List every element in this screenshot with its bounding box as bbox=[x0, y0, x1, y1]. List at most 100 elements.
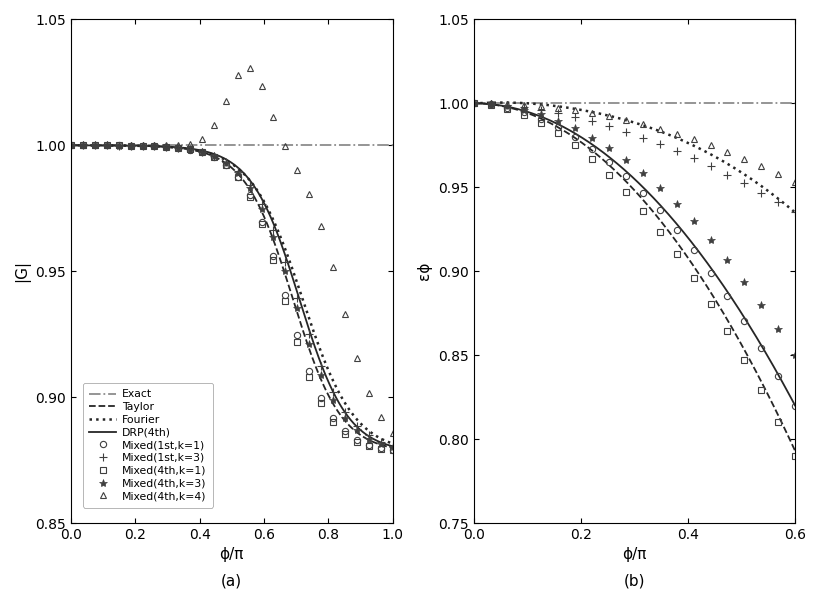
Mixed(4th,k=1) bbox=[269, 257, 278, 264]
Mixed(1st,k=3) bbox=[161, 144, 171, 151]
Mixed(1st,k=3) bbox=[256, 200, 266, 208]
Fourier bbox=[196, 148, 206, 155]
Mixed(1st,k=1) bbox=[244, 192, 254, 199]
Taylor bbox=[387, 444, 397, 451]
Exact bbox=[66, 142, 76, 149]
Fourier bbox=[99, 142, 109, 149]
Line: Mixed(1st,k=1): Mixed(1st,k=1) bbox=[68, 142, 396, 453]
Taylor bbox=[287, 292, 296, 299]
Exact bbox=[287, 142, 296, 149]
Mixed(4th,k=4) bbox=[114, 142, 124, 149]
Mixed(4th,k=1) bbox=[161, 143, 171, 150]
Mixed(4th,k=4) bbox=[316, 222, 326, 229]
Mixed(4th,k=3) bbox=[269, 233, 278, 240]
Mixed(4th,k=3) bbox=[280, 267, 290, 274]
Mixed(4th,k=1) bbox=[256, 221, 266, 228]
Mixed(4th,k=4) bbox=[197, 135, 206, 142]
Mixed(1st,k=3) bbox=[269, 227, 278, 234]
Mixed(4th,k=4) bbox=[102, 142, 111, 149]
Mixed(4th,k=3) bbox=[138, 142, 147, 150]
Exact bbox=[387, 142, 397, 149]
Mixed(4th,k=1) bbox=[125, 142, 135, 149]
Line: Mixed(4th,k=3): Mixed(4th,k=3) bbox=[67, 141, 396, 451]
X-axis label: ϕ/π: ϕ/π bbox=[219, 548, 244, 563]
Mixed(1st,k=3) bbox=[125, 142, 135, 150]
DRP(4th) bbox=[322, 376, 332, 383]
Mixed(1st,k=1) bbox=[102, 142, 111, 149]
Mixed(4th,k=4) bbox=[209, 122, 219, 129]
Taylor bbox=[316, 378, 326, 385]
Mixed(1st,k=1) bbox=[125, 142, 135, 149]
Taylor bbox=[99, 142, 109, 149]
Mixed(4th,k=4) bbox=[280, 143, 290, 150]
X-axis label: ϕ/π: ϕ/π bbox=[622, 548, 645, 563]
Mixed(1st,k=3) bbox=[220, 158, 230, 166]
Mixed(1st,k=1) bbox=[340, 428, 350, 435]
Mixed(1st,k=1) bbox=[364, 441, 373, 448]
Exact bbox=[99, 142, 109, 149]
Mixed(1st,k=3) bbox=[149, 143, 159, 150]
Fourier bbox=[66, 142, 76, 149]
Mixed(4th,k=4) bbox=[244, 64, 254, 71]
Mixed(4th,k=3) bbox=[340, 414, 350, 422]
Mixed(4th,k=4) bbox=[351, 355, 361, 362]
Mixed(1st,k=3) bbox=[233, 167, 242, 175]
Mixed(4th,k=4) bbox=[304, 190, 314, 197]
Mixed(4th,k=3) bbox=[304, 340, 314, 347]
Mixed(4th,k=4) bbox=[292, 166, 302, 173]
Mixed(1st,k=1) bbox=[66, 142, 76, 149]
Taylor bbox=[207, 152, 217, 160]
Mixed(1st,k=1) bbox=[114, 142, 124, 149]
DRP(4th) bbox=[387, 443, 397, 450]
Mixed(1st,k=3) bbox=[90, 142, 100, 149]
Mixed(1st,k=1) bbox=[173, 144, 183, 151]
Mixed(4th,k=3) bbox=[90, 142, 100, 149]
Mixed(4th,k=3) bbox=[351, 427, 361, 434]
Mixed(1st,k=3) bbox=[387, 442, 397, 449]
Taylor bbox=[322, 390, 332, 397]
Mixed(4th,k=1) bbox=[138, 142, 147, 150]
Mixed(1st,k=3) bbox=[197, 148, 206, 155]
Mixed(1st,k=1) bbox=[304, 367, 314, 374]
Mixed(1st,k=1) bbox=[233, 173, 242, 181]
Mixed(4th,k=4) bbox=[220, 97, 230, 105]
Y-axis label: εϕ: εϕ bbox=[417, 262, 432, 280]
Taylor bbox=[196, 148, 206, 155]
Mixed(4th,k=4) bbox=[161, 142, 171, 149]
Mixed(4th,k=4) bbox=[125, 142, 135, 149]
Mixed(1st,k=3) bbox=[66, 142, 76, 149]
Mixed(4th,k=3) bbox=[209, 152, 219, 160]
Mixed(4th,k=1) bbox=[304, 373, 314, 380]
Mixed(4th,k=4) bbox=[78, 142, 88, 149]
Mixed(4th,k=1) bbox=[78, 142, 88, 149]
Mixed(4th,k=3) bbox=[185, 146, 195, 153]
DRP(4th) bbox=[316, 362, 326, 369]
Mixed(1st,k=3) bbox=[244, 181, 254, 188]
Mixed(4th,k=1) bbox=[328, 419, 337, 426]
Mixed(4th,k=3) bbox=[387, 444, 397, 451]
Mixed(1st,k=3) bbox=[173, 144, 183, 151]
Mixed(4th,k=3) bbox=[316, 371, 326, 379]
Line: DRP(4th): DRP(4th) bbox=[71, 145, 392, 446]
Mixed(4th,k=3) bbox=[78, 142, 88, 149]
Mixed(4th,k=1) bbox=[149, 142, 159, 150]
Mixed(1st,k=3) bbox=[316, 362, 326, 370]
Mixed(1st,k=1) bbox=[292, 332, 302, 339]
Mixed(1st,k=1) bbox=[90, 142, 100, 149]
Mixed(1st,k=1) bbox=[256, 218, 266, 225]
Mixed(4th,k=4) bbox=[269, 114, 278, 121]
Mixed(1st,k=3) bbox=[138, 142, 147, 150]
Mixed(4th,k=1) bbox=[340, 431, 350, 438]
Line: Mixed(1st,k=3): Mixed(1st,k=3) bbox=[67, 142, 396, 450]
Mixed(4th,k=4) bbox=[387, 429, 397, 436]
Mixed(1st,k=3) bbox=[102, 142, 111, 149]
Mixed(4th,k=1) bbox=[292, 338, 302, 345]
Mixed(4th,k=4) bbox=[256, 82, 266, 89]
Mixed(4th,k=3) bbox=[66, 142, 76, 149]
Mixed(4th,k=1) bbox=[90, 142, 100, 149]
Mixed(4th,k=3) bbox=[233, 169, 242, 176]
Mixed(4th,k=1) bbox=[316, 400, 326, 407]
Mixed(4th,k=3) bbox=[125, 142, 135, 150]
Mixed(1st,k=3) bbox=[209, 152, 219, 160]
Exact bbox=[207, 142, 217, 149]
